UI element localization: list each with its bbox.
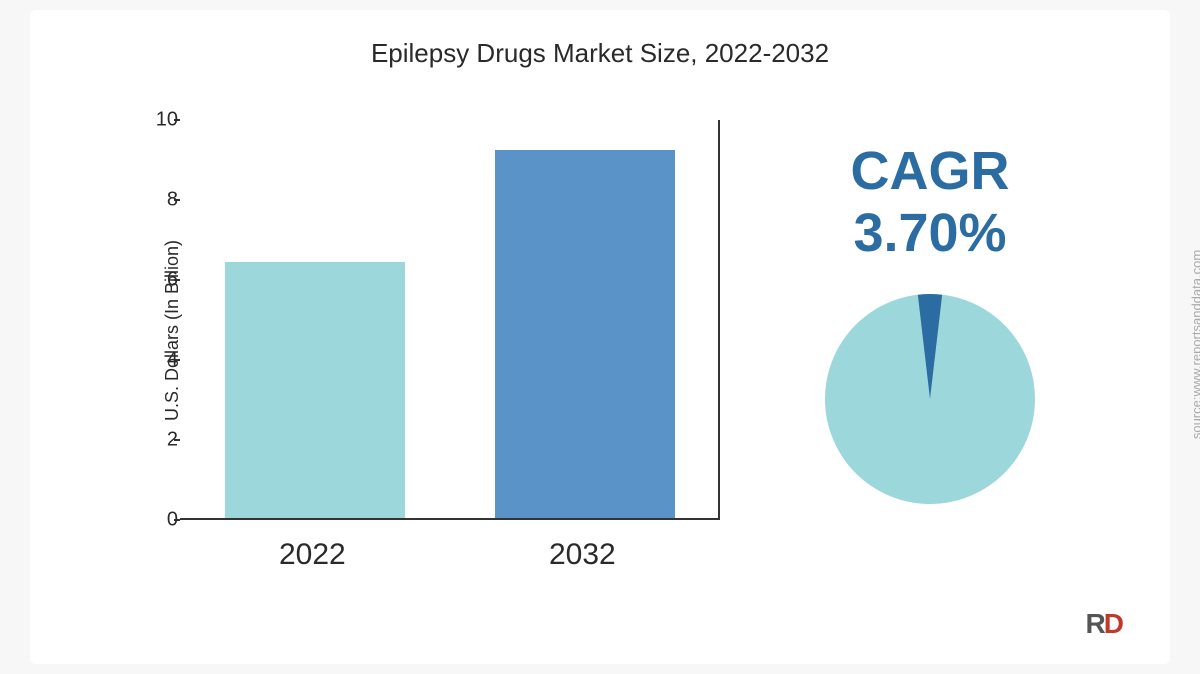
y-tick-label: 8 — [167, 189, 178, 212]
bar — [495, 150, 675, 518]
cagr-block: CAGR 3.70% — [770, 140, 1090, 504]
logo-r: R — [1086, 608, 1104, 639]
cagr-label: CAGR — [770, 140, 1090, 202]
pie-svg — [825, 294, 1035, 504]
logo: RD — [1086, 608, 1122, 640]
y-tick-label: 4 — [167, 349, 178, 372]
bar — [225, 262, 405, 518]
y-tick-label: 0 — [167, 509, 178, 532]
cagr-value: 3.70% — [770, 202, 1090, 264]
plot-area — [180, 120, 720, 520]
source-text: source:www.reportsanddata.com — [1189, 250, 1200, 439]
pie-chart — [770, 294, 1090, 504]
chart-title: Epilepsy Drugs Market Size, 2022-2032 — [30, 10, 1170, 69]
y-tick-label: 10 — [156, 109, 178, 132]
y-tick-label: 6 — [167, 269, 178, 292]
card: Epilepsy Drugs Market Size, 2022-2032 U.… — [30, 10, 1170, 664]
bar-chart: U.S. Dollars (In Billion) 02468102022203… — [130, 120, 730, 580]
x-tick-label: 2032 — [549, 538, 616, 572]
x-tick-label: 2022 — [279, 538, 346, 572]
logo-d: D — [1104, 608, 1122, 639]
y-tick-label: 2 — [167, 429, 178, 452]
